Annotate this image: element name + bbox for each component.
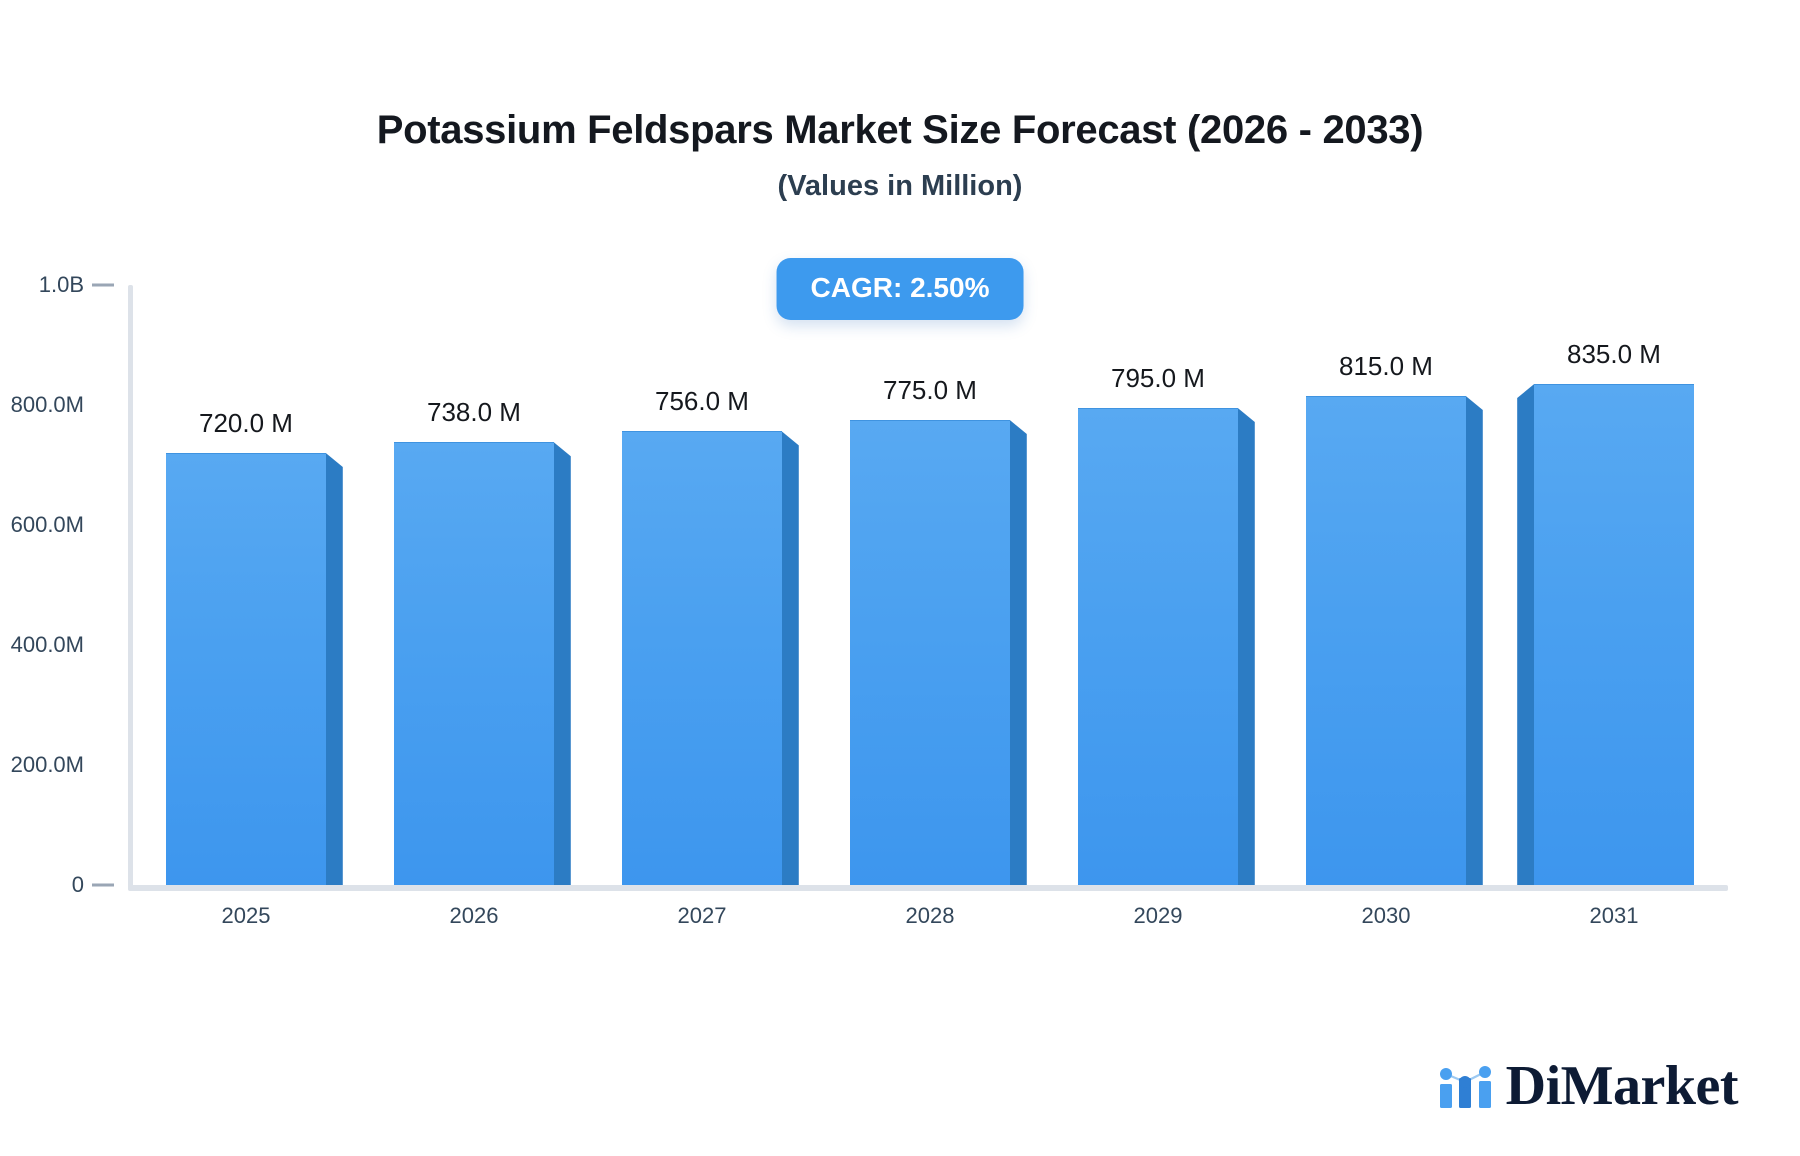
bar-value-label: 815.0 M (1339, 351, 1433, 381)
bar-3d-side (1009, 420, 1027, 885)
y-tick-label: 400.0M (10, 632, 84, 657)
dimarket-logo: DiMarket (1438, 1055, 1739, 1117)
y-tick-label: 600.0M (10, 512, 84, 537)
x-tick-label: 2025 (221, 903, 271, 928)
x-tick-label: 2026 (449, 903, 499, 928)
bar (394, 442, 554, 885)
bar (1306, 396, 1466, 885)
bar-3d-side (325, 453, 343, 885)
bar-3d-side (1465, 396, 1483, 885)
bar-value-label: 835.0 M (1567, 339, 1661, 369)
y-tick-label: 800.0M (10, 392, 84, 417)
bar-chart-icon (1439, 1066, 1491, 1108)
bar-value-label: 756.0 M (655, 386, 749, 417)
bar-3d-side (781, 431, 799, 885)
logo-text: DiMarket (1505, 1055, 1739, 1117)
chart-subtitle: (Values in Million) (777, 170, 1023, 202)
y-tick-mark (92, 883, 114, 887)
x-tick-label: 2029 (1133, 903, 1183, 928)
x-tick-label: 2028 (905, 903, 955, 928)
y-tick-mark (92, 283, 114, 287)
chart-title: Potassium Feldspars Market Size Forecast… (376, 108, 1424, 152)
bar-value-label: 795.0 M (1111, 363, 1205, 393)
bar-3d-side (1517, 384, 1535, 885)
y-tick-label: 0 (0, 872, 114, 898)
plot-area: 0 200.0M 400.0M 600.0M 800.0M 1.0B 720.0 M 738… (11, 272, 1728, 928)
bar (1534, 384, 1694, 885)
y-tick-label: 1.0B (0, 272, 114, 298)
x-tick-label: 2030 (1361, 903, 1411, 928)
bar-value-label: 738.0 M (427, 397, 521, 428)
bar-column: 738.0 M (394, 285, 571, 885)
bar (1078, 408, 1238, 885)
bar-3d-side (553, 442, 571, 885)
bar-value-label: 775.0 M (883, 375, 977, 405)
y-axis-line (128, 285, 133, 890)
bar-column: 795.0 M (1078, 285, 1255, 885)
x-tick-label: 2027 (677, 903, 727, 928)
bar-3d-side (1237, 408, 1255, 885)
bar-column: 815.0 M (1306, 285, 1483, 885)
bar (850, 420, 1010, 885)
bar-value-label: 720.0 M (199, 408, 293, 438)
cagr-badge: CAGR: 2.50% (776, 258, 1024, 320)
bar-column: 775.0 M (850, 285, 1027, 885)
y-tick-label: 200.0M (10, 752, 84, 777)
bar (166, 453, 326, 885)
bar-series: 720.0 M 738.0 M 756.0 M 775.0 M 795.0 M 815.0… (132, 285, 1728, 885)
bar-column: 720.0 M (166, 285, 343, 885)
x-axis-line (128, 885, 1728, 891)
bar-column: 835.0 M (1517, 285, 1694, 885)
bar (622, 431, 782, 885)
bar-column: 756.0 M (622, 285, 799, 885)
x-tick-label: 2031 (1589, 903, 1639, 928)
